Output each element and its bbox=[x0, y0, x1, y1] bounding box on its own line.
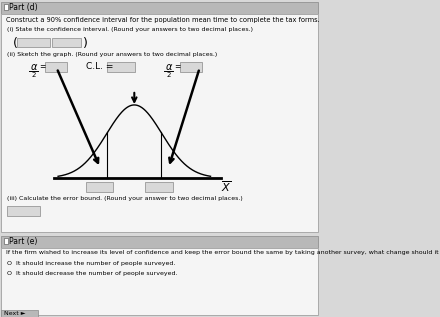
Bar bbox=[145, 182, 173, 192]
Text: Part (d): Part (d) bbox=[9, 3, 38, 12]
Bar bbox=[107, 62, 135, 72]
Bar bbox=[45, 62, 67, 72]
Text: If the firm wished to increase its level of confidence and keep the error bound : If the firm wished to increase its level… bbox=[6, 250, 440, 255]
Bar bbox=[1, 2, 318, 14]
Bar bbox=[1, 14, 318, 232]
Bar bbox=[86, 182, 113, 192]
Bar bbox=[18, 38, 50, 47]
Text: 2: 2 bbox=[32, 72, 37, 78]
Bar bbox=[1, 236, 318, 248]
Bar bbox=[7, 206, 40, 216]
Text: Next ►: Next ► bbox=[4, 311, 25, 316]
Text: =: = bbox=[174, 62, 180, 71]
Text: Construct a 90% confidence interval for the population mean time to complete the: Construct a 90% confidence interval for … bbox=[6, 17, 319, 23]
Text: α: α bbox=[30, 62, 37, 72]
Bar bbox=[4, 238, 8, 244]
Bar bbox=[180, 62, 202, 72]
Text: O  It should decrease the number of people surveyed.: O It should decrease the number of peopl… bbox=[7, 271, 178, 276]
Text: (ii) Sketch the graph. (Round your answers to two decimal places.): (ii) Sketch the graph. (Round your answe… bbox=[7, 52, 217, 57]
Bar bbox=[1, 248, 318, 315]
Text: α: α bbox=[165, 62, 172, 72]
Text: ): ) bbox=[83, 37, 88, 50]
Text: C.L. =: C.L. = bbox=[86, 62, 113, 71]
Text: (i) State the confidence interval. (Round your answers to two decimal places.): (i) State the confidence interval. (Roun… bbox=[7, 27, 253, 32]
Text: Part (e): Part (e) bbox=[9, 237, 38, 246]
Text: 2: 2 bbox=[167, 72, 171, 78]
Text: O  It should increase the number of people surveyed.: O It should increase the number of peopl… bbox=[7, 261, 176, 266]
Bar bbox=[4, 4, 8, 10]
Text: (iii) Calculate the error bound. (Round your answer to two decimal places.): (iii) Calculate the error bound. (Round … bbox=[7, 196, 243, 201]
Text: $\overline{X}$: $\overline{X}$ bbox=[221, 180, 232, 195]
Bar bbox=[52, 38, 81, 47]
Bar bbox=[1, 310, 38, 317]
Text: =: = bbox=[39, 62, 46, 71]
Text: (: ( bbox=[13, 37, 18, 50]
